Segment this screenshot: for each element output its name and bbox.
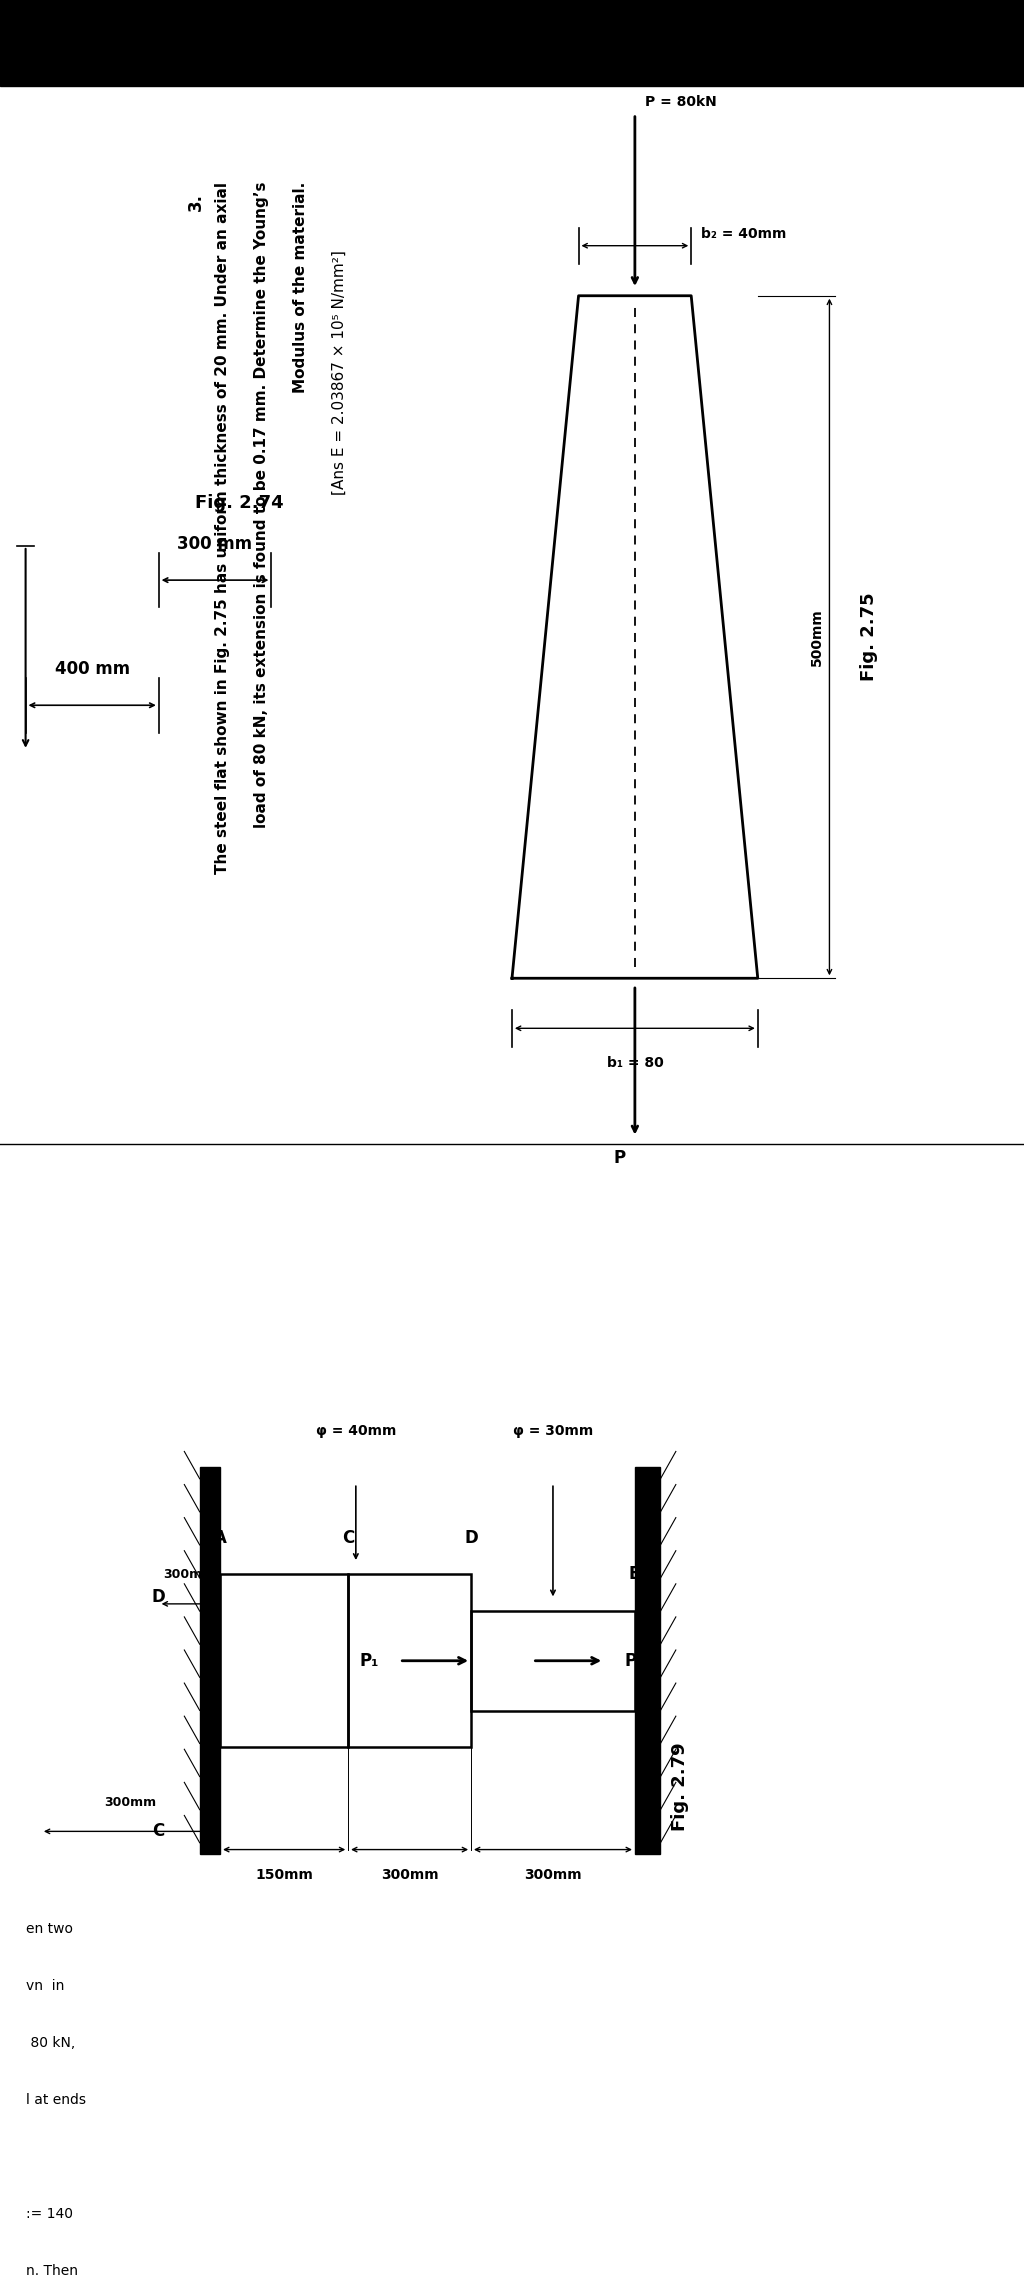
Text: P: P [613, 1149, 626, 1167]
Text: D: D [464, 1529, 478, 1547]
Text: 80 kN,: 80 kN, [26, 2036, 75, 2050]
Bar [348, 1574, 471, 1747]
Bar [200, 1467, 220, 1854]
Text: φ = 30mm: φ = 30mm [513, 1424, 593, 1438]
Text: l at ends: l at ends [26, 2093, 86, 2107]
Text: P₁: P₁ [359, 1652, 379, 1670]
Text: load of 80 kN, its extension is found to be 0.17 mm. Determine the Young’s: load of 80 kN, its extension is found to… [254, 182, 269, 828]
Text: 300mm: 300mm [524, 1868, 582, 1881]
Bar [220, 1574, 348, 1747]
Text: [Ans E = 2.03867 × 10⁵ N/mm²]: [Ans E = 2.03867 × 10⁵ N/mm²] [332, 250, 347, 496]
Text: := 140: := 140 [26, 2207, 73, 2220]
Text: Modulus of the material.: Modulus of the material. [293, 182, 308, 394]
Text: The steel flat shown in Fig. 2.75 has uniform thickness of 20 mm. Under an axial: The steel flat shown in Fig. 2.75 has un… [215, 182, 230, 874]
Text: B: B [629, 1565, 641, 1583]
Text: A: A [214, 1529, 226, 1547]
Text: 300 mm: 300 mm [177, 535, 253, 553]
Text: C: C [342, 1529, 354, 1547]
Text: b₂ = 40mm: b₂ = 40mm [701, 228, 786, 241]
Text: Fig. 2.74: Fig. 2.74 [195, 494, 284, 512]
Text: Fig. 2.79: Fig. 2.79 [671, 1743, 689, 1831]
Text: 3.: 3. [186, 193, 205, 212]
Text: D: D [152, 1588, 166, 1606]
Text: en two: en two [26, 1922, 73, 1936]
Bar [471, 1611, 635, 1711]
Text: vn  in: vn in [26, 1979, 63, 1993]
Text: 400 mm: 400 mm [54, 660, 130, 678]
Bar [0, 0, 1024, 86]
Text: P₂: P₂ [625, 1652, 644, 1670]
Text: 300mm: 300mm [164, 1567, 215, 1581]
Text: b₁ = 80: b₁ = 80 [606, 1056, 664, 1069]
Text: P = 80kN: P = 80kN [645, 96, 717, 109]
Text: φ = 40mm: φ = 40mm [315, 1424, 396, 1438]
Text: C: C [153, 1822, 165, 1840]
Text: 500mm: 500mm [810, 607, 824, 667]
Text: 150mm: 150mm [255, 1868, 313, 1881]
Text: 300mm: 300mm [381, 1868, 438, 1881]
Text: 300mm: 300mm [104, 1795, 157, 1809]
Bar [635, 1467, 660, 1854]
Text: n. Then: n. Then [26, 2264, 78, 2275]
Text: Fig. 2.75: Fig. 2.75 [860, 594, 879, 680]
